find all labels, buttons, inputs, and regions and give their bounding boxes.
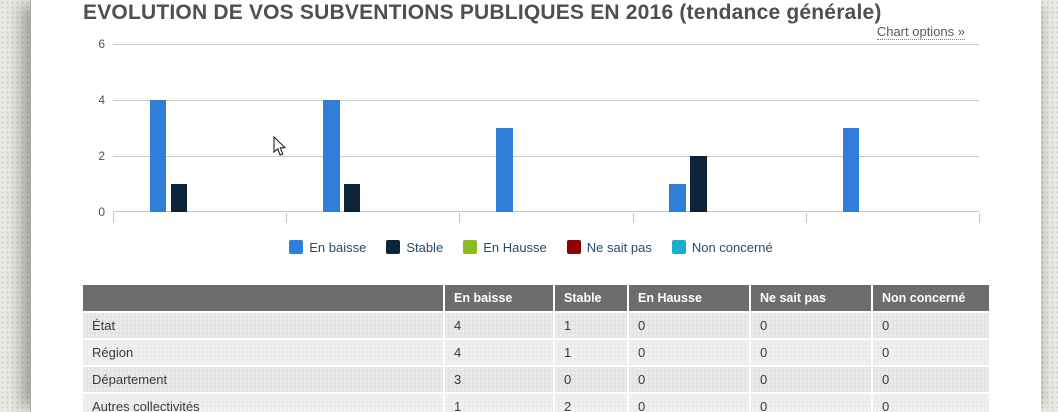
table-cell-autres-collectivites-non-concerne: 0 xyxy=(873,394,989,412)
chart-plot-area xyxy=(113,44,979,212)
legend-label: Ne sait pas xyxy=(586,239,652,255)
table-cell-region-en-baisse: 4 xyxy=(445,340,553,365)
x-axis-tick-0 xyxy=(113,213,114,223)
table-cell-etat-en-hausse: 0 xyxy=(629,313,749,338)
table-row-label-autres-collectivites: Autres collectivités xyxy=(83,394,443,412)
table-row-label-departement: Département xyxy=(83,367,443,392)
table-cell-region-ne-sait-pas: 0 xyxy=(751,340,871,365)
x-axis-tick-2 xyxy=(459,213,461,223)
bar-etat-stable[interactable] xyxy=(170,184,188,212)
table-cell-region-non-concerne: 0 xyxy=(873,340,989,365)
legend-item-stable[interactable]: Stable xyxy=(386,240,443,255)
y-gridline-4 xyxy=(113,100,979,101)
legend-swatch-ne-sait-pas xyxy=(566,240,581,254)
legend-item-en-hausse[interactable]: En Hausse xyxy=(463,240,547,255)
bar-region-stable[interactable] xyxy=(343,184,361,212)
bar-departement-en-baisse[interactable] xyxy=(496,128,513,212)
legend-item-non-concerne[interactable]: Non concerné xyxy=(671,239,773,255)
legend-label: Non concerné xyxy=(691,239,773,255)
legend-item-en-baisse[interactable]: En baisse xyxy=(289,240,366,255)
x-axis-tick-1 xyxy=(286,213,288,223)
y-axis-label-2: 2 xyxy=(98,149,105,163)
table-header-en-baisse: En baisse xyxy=(445,285,553,311)
legend-label: En Hausse xyxy=(483,239,547,255)
bar-group-5-en-baisse[interactable] xyxy=(842,128,860,212)
table-cell-departement-en-hausse: 0 xyxy=(629,367,749,392)
table-cell-departement-stable: 0 xyxy=(555,367,627,392)
legend-label: Stable xyxy=(406,239,444,255)
legend-swatch-en-baisse xyxy=(289,240,304,254)
legend-swatch-en-hausse xyxy=(463,240,478,254)
chart-options-link[interactable]: Chart options » xyxy=(876,24,965,40)
table-header-stable: Stable xyxy=(555,285,627,311)
table-cell-autres-collectivites-ne-sait-pas: 0 xyxy=(751,394,871,412)
table-header-ne-sait-pas: Ne sait pas xyxy=(751,285,871,311)
chart-legend: En baisse Stable En Hausse Ne sait pas Non c… xyxy=(83,236,979,258)
table-cell-region-stable: 1 xyxy=(555,340,627,365)
table-row-label-region: Région xyxy=(83,340,443,365)
page-title: EVOLUTION DE VOS SUBVENTIONS PUBLIQUES E… xyxy=(83,1,882,24)
bar-autres-collectivites-stable[interactable] xyxy=(690,156,707,212)
table-header-empty xyxy=(83,285,443,311)
legend-item-ne-sait-pas[interactable]: Ne sait pas xyxy=(566,239,652,255)
table-row-label-etat: État xyxy=(83,313,443,338)
table-cell-etat-ne-sait-pas: 0 xyxy=(751,313,871,338)
table-cell-departement-en-baisse: 3 xyxy=(445,367,553,392)
table-cell-region-en-hausse: 0 xyxy=(629,340,749,365)
bar-etat-en-baisse[interactable] xyxy=(149,100,167,212)
data-table: En baisse Stable En Hausse Ne sait pas Non c… xyxy=(83,285,989,412)
x-axis-tick-3 xyxy=(632,213,634,223)
bar-region-en-baisse[interactable] xyxy=(322,100,340,212)
legend-label: En baisse xyxy=(309,239,367,255)
table-cell-departement-non-concerne: 0 xyxy=(873,367,989,392)
table-cell-autres-collectivites-en-hausse: 0 xyxy=(629,394,749,412)
y-axis-label-6: 6 xyxy=(98,37,105,51)
x-axis-tick-4 xyxy=(805,213,807,223)
table-header-en-hausse: En Hausse xyxy=(629,285,749,311)
table-cell-autres-collectivites-en-baisse: 1 xyxy=(445,394,553,412)
table-cell-autres-collectivites-stable: 2 xyxy=(555,394,627,412)
table-cell-etat-stable: 1 xyxy=(555,313,627,338)
y-axis-label-4: 4 xyxy=(98,93,105,107)
table-header-non-concerne: Non concerné xyxy=(873,285,989,311)
table-cell-departement-ne-sait-pas: 0 xyxy=(751,367,871,392)
legend-swatch-non-concerne xyxy=(671,240,686,254)
content-panel: EVOLUTION DE VOS SUBVENTIONS PUBLIQUES E… xyxy=(30,0,1041,412)
table-cell-etat-non-concerne: 0 xyxy=(873,313,989,338)
y-axis-label-0: 0 xyxy=(98,205,105,219)
x-axis-tick-5 xyxy=(979,213,980,223)
bar-autres-collectivites-en-baisse[interactable] xyxy=(669,184,686,212)
legend-swatch-stable xyxy=(386,240,401,254)
y-gridline-2 xyxy=(113,156,979,157)
table-cell-etat-en-baisse: 4 xyxy=(445,313,553,338)
y-gridline-6 xyxy=(113,44,979,45)
